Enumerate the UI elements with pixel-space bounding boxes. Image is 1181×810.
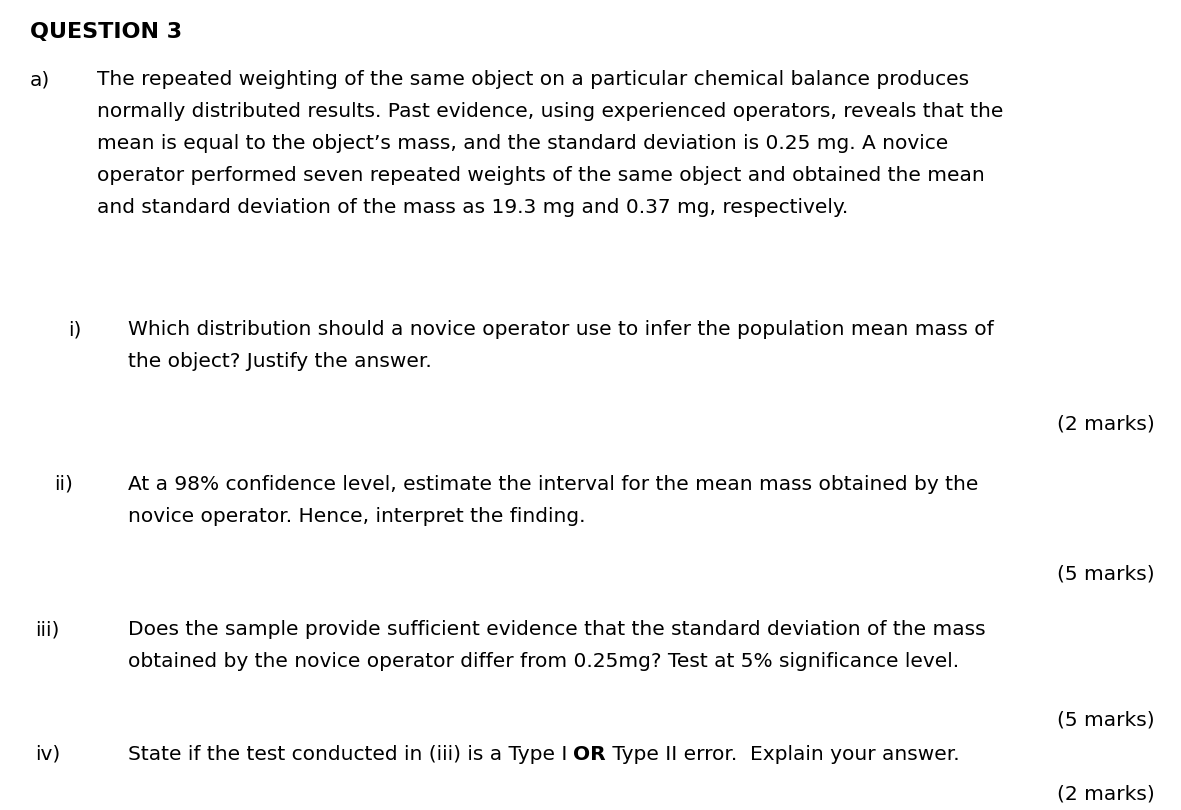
Text: iv): iv) (35, 745, 60, 764)
Text: Which distribution should a novice operator use to infer the population mean mas: Which distribution should a novice opera… (128, 320, 993, 339)
Text: operator performed seven repeated weights of the same object and obtained the me: operator performed seven repeated weight… (97, 166, 985, 185)
Text: State if the test conducted in (iii) is a Type I: State if the test conducted in (iii) is … (128, 745, 573, 764)
Text: QUESTION 3: QUESTION 3 (30, 22, 182, 42)
Text: ii): ii) (54, 475, 73, 494)
Text: The repeated weighting of the same object on a particular chemical balance produ: The repeated weighting of the same objec… (97, 70, 968, 89)
Text: OR: OR (573, 745, 606, 764)
Text: (2 marks): (2 marks) (1057, 785, 1155, 804)
Text: (5 marks): (5 marks) (1057, 710, 1155, 729)
Text: (5 marks): (5 marks) (1057, 565, 1155, 584)
Text: normally distributed results. Past evidence, using experienced operators, reveal: normally distributed results. Past evide… (97, 102, 1003, 121)
Text: and standard deviation of the mass as 19.3 mg and 0.37 mg, respectively.: and standard deviation of the mass as 19… (97, 198, 848, 217)
Text: i): i) (68, 320, 81, 339)
Text: a): a) (30, 70, 50, 89)
Text: mean is equal to the object’s mass, and the standard deviation is 0.25 mg. A nov: mean is equal to the object’s mass, and … (97, 134, 948, 153)
Text: (2 marks): (2 marks) (1057, 415, 1155, 434)
Text: obtained by the novice operator differ from 0.25mg? Test at 5% significance leve: obtained by the novice operator differ f… (128, 652, 959, 671)
Text: At a 98% confidence level, estimate the interval for the mean mass obtained by t: At a 98% confidence level, estimate the … (128, 475, 978, 494)
Text: novice operator. Hence, interpret the finding.: novice operator. Hence, interpret the fi… (128, 507, 585, 526)
Text: Type II error.  Explain your answer.: Type II error. Explain your answer. (606, 745, 959, 764)
Text: the object? Justify the answer.: the object? Justify the answer. (128, 352, 431, 371)
Text: Does the sample provide sufficient evidence that the standard deviation of the m: Does the sample provide sufficient evide… (128, 620, 985, 639)
Text: iii): iii) (35, 620, 60, 639)
